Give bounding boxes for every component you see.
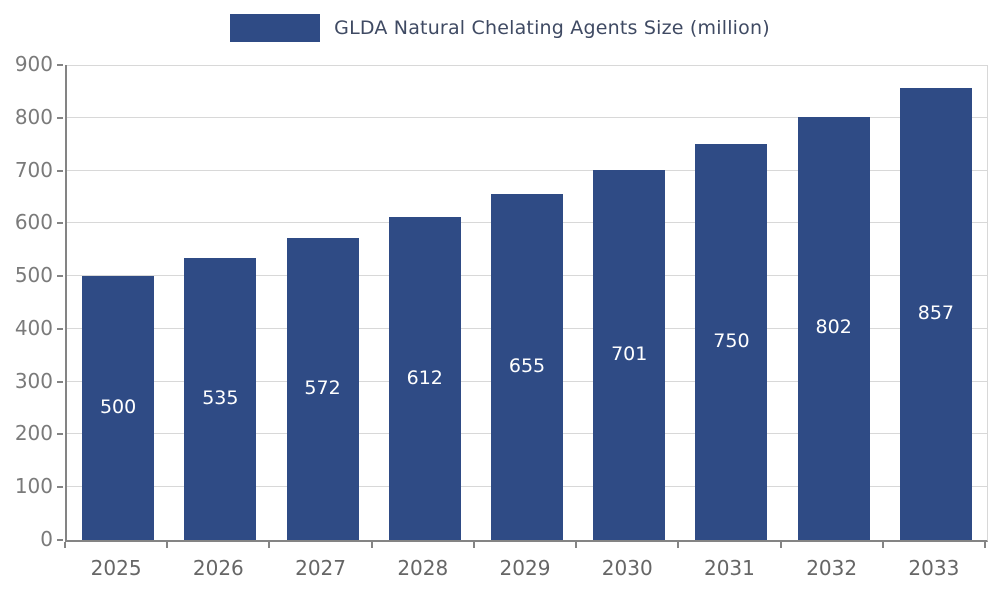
y-axis-tick (57, 169, 63, 172)
bar-2029: 655 (491, 194, 563, 540)
y-axis-label: 700 (14, 157, 53, 182)
y-axis-tick (57, 275, 63, 278)
y-axis-tick (57, 486, 63, 489)
x-axis-tick (779, 542, 782, 548)
y-axis-label: 300 (14, 368, 53, 393)
y-axis-tick (57, 433, 63, 436)
bar-value-label: 701 (611, 343, 648, 365)
y-axis-tick (57, 539, 63, 541)
y-axis-label: 100 (14, 474, 53, 499)
bar-2026: 535 (184, 257, 257, 540)
bar-2027: 572 (286, 238, 359, 540)
x-axis-tick (984, 542, 986, 548)
x-axis-tick (472, 542, 475, 548)
y-axis-label: 0 (40, 527, 53, 551)
chart-title: GLDA Natural Chelating Agents Size (mill… (334, 17, 770, 39)
x-axis-label: 2025 (90, 556, 142, 580)
y-axis-tick (57, 380, 63, 383)
legend-swatch (230, 14, 321, 42)
x-axis-tick (881, 542, 884, 548)
x-axis-tick (677, 542, 680, 548)
y-axis-tick (57, 222, 63, 225)
bar-value-label: 802 (815, 316, 852, 339)
y-axis-label: 900 (14, 52, 53, 76)
bar-2031: 750 (695, 144, 768, 540)
y-axis-tick (57, 64, 63, 66)
x-axis-label: 2030 (601, 556, 653, 580)
bar-2033: 857 (899, 87, 972, 540)
plot-area: 500 535 572 612 655 701 750 802 857 (65, 65, 988, 542)
bar-value-label: 500 (99, 396, 137, 419)
bar-2028: 612 (388, 217, 461, 540)
bar-2025: 500 (82, 276, 155, 540)
x-axis-tick (64, 542, 66, 548)
x-axis-tick (268, 542, 271, 548)
x-axis-label: 2032 (806, 556, 858, 580)
x-axis-label: 2027 (295, 556, 346, 580)
y-axis-label: 600 (14, 210, 53, 235)
bar-2032: 802 (797, 116, 870, 540)
bar-value-label: 612 (406, 366, 443, 389)
y-axis-label: 800 (14, 104, 53, 129)
gridline-700 (67, 169, 987, 171)
x-axis-tick (370, 542, 373, 548)
x-axis-tick (575, 542, 578, 548)
x-axis-tick (166, 542, 169, 548)
y-axis-label: 400 (14, 315, 53, 340)
bar-2030: 701 (593, 170, 666, 540)
y-axis-tick (57, 327, 63, 330)
bar-value-label: 572 (304, 377, 341, 400)
bar-value-label: 535 (202, 386, 239, 409)
bar-value-label: 655 (508, 355, 546, 378)
gridline-800 (67, 116, 987, 118)
x-axis-label: 2028 (397, 556, 449, 580)
x-axis-label: 2031 (703, 556, 755, 580)
gridline-900 (67, 65, 987, 66)
x-axis-label: 2029 (499, 556, 551, 580)
x-axis-label: 2026 (192, 556, 244, 580)
bar-value-label: 857 (917, 301, 954, 324)
y-axis-label: 500 (14, 263, 53, 288)
chart-legend: GLDA Natural Chelating Agents Size (mill… (0, 14, 1000, 42)
y-axis-tick (57, 116, 63, 119)
bar-value-label: 750 (713, 330, 750, 353)
x-axis-label: 2033 (908, 556, 960, 580)
y-axis-label: 200 (14, 421, 53, 446)
